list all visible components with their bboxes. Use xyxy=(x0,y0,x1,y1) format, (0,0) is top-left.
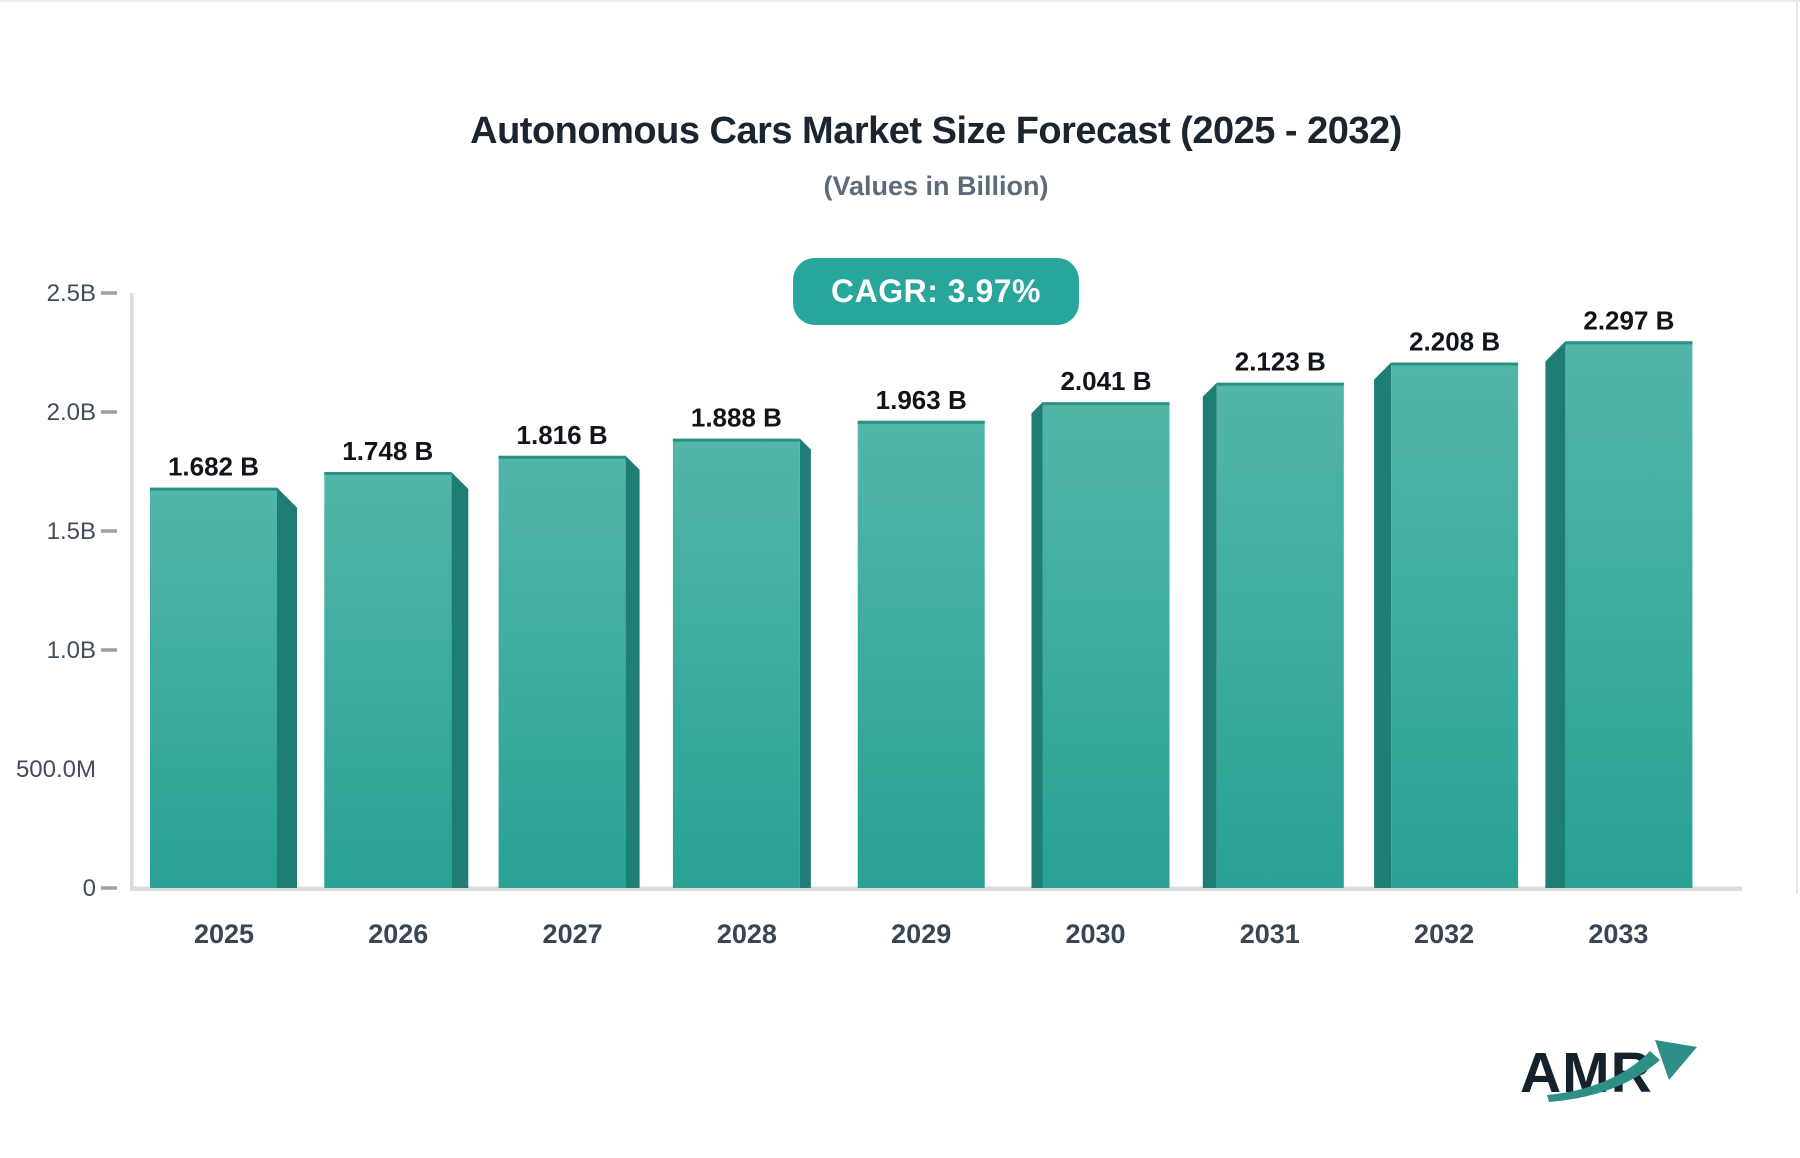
bar-value-label-2031: 2.123 B xyxy=(1235,347,1326,377)
bar-value-label-2032: 2.208 B xyxy=(1409,326,1500,356)
bar-value-label-2026: 1.748 B xyxy=(342,436,433,466)
y-tick-label: 1.5B xyxy=(47,518,96,545)
chart-header: Autonomous Cars Market Size Forecast (20… xyxy=(130,110,1742,202)
cagr-badge-row: CAGR: 3.97% xyxy=(130,258,1742,325)
y-tick-mark xyxy=(101,291,117,295)
y-tick-mark xyxy=(101,648,117,652)
bar-value-label-2033: 2.297 B xyxy=(1583,305,1674,335)
page-right-border xyxy=(1796,2,1798,894)
x-axis-line xyxy=(130,886,1742,891)
x-tick-label-2029: 2029 xyxy=(891,919,951,949)
page-subtitle: (Values in Billion) xyxy=(823,171,1049,201)
bar-side-2026 xyxy=(451,471,469,888)
y-tick-label: 2.0B xyxy=(47,399,96,426)
bar-face-2027[interactable] xyxy=(498,455,626,888)
bar-value-label-2030: 2.041 B xyxy=(1060,366,1151,396)
bar-side-2030 xyxy=(1031,402,1043,888)
x-tick-label-2030: 2030 xyxy=(1065,919,1125,949)
bar-face-2032[interactable] xyxy=(1391,362,1519,889)
bar-top-edge-2033 xyxy=(1565,341,1693,345)
bar-value-label-2027: 1.816 B xyxy=(517,420,608,450)
x-tick-label-2031: 2031 xyxy=(1240,919,1300,949)
bar-top-edge-2025 xyxy=(150,487,277,491)
bar-face-2029[interactable] xyxy=(857,420,985,888)
bar-value-label-2025: 1.682 B xyxy=(168,452,259,482)
bar-face-2033[interactable] xyxy=(1565,341,1693,889)
bar-side-2033 xyxy=(1545,341,1566,889)
bar-side-2032 xyxy=(1374,362,1392,889)
y-tick-mark xyxy=(101,410,117,414)
bar-top-edge-2031 xyxy=(1216,382,1344,386)
y-tick-mark xyxy=(101,529,117,533)
page-title: Autonomous Cars Market Size Forecast (20… xyxy=(470,110,1402,152)
x-tick-label-2028: 2028 xyxy=(717,919,777,949)
y-tick-label: 1.0B xyxy=(47,637,96,664)
amr-logo-arrow-icon xyxy=(1547,1051,1660,1102)
y-tick-label: 2.5B xyxy=(47,280,96,307)
x-tick-label-2033: 2033 xyxy=(1588,919,1648,949)
bar-top-edge-2030 xyxy=(1042,402,1170,406)
amr-logo-arrowhead-icon xyxy=(1655,1040,1697,1080)
bar-top-edge-2029 xyxy=(857,420,985,424)
bar-top-edge-2027 xyxy=(498,455,626,459)
x-tick-label-2025: 2025 xyxy=(194,919,254,949)
bar-top-edge-2032 xyxy=(1391,362,1519,366)
bar-side-2031 xyxy=(1202,382,1217,888)
y-tick-mark xyxy=(101,886,117,890)
bar-top-edge-2028 xyxy=(672,438,800,442)
y-tick-label: 500.0M xyxy=(16,756,96,783)
x-tick-label-2026: 2026 xyxy=(368,919,428,949)
bar-value-label-2028: 1.888 B xyxy=(691,403,782,433)
amr-logo: AMR xyxy=(1520,1040,1697,1105)
y-tick-label: 0 xyxy=(83,875,96,902)
bar-face-2026[interactable] xyxy=(324,471,452,888)
y-axis-line xyxy=(130,293,134,891)
x-tick-label-2027: 2027 xyxy=(543,919,603,949)
bar-face-2028[interactable] xyxy=(672,438,800,888)
x-tick-label-2032: 2032 xyxy=(1414,919,1474,949)
bar-top-edge-2026 xyxy=(324,471,452,475)
bar-value-label-2029: 1.963 B xyxy=(876,385,967,415)
bar-face-2031[interactable] xyxy=(1216,382,1344,888)
bar-face-2025[interactable] xyxy=(150,487,277,888)
bar-side-2027 xyxy=(625,455,640,888)
cagr-badge: CAGR: 3.97% xyxy=(793,258,1079,325)
bar-side-2028 xyxy=(799,438,811,888)
bar-side-2025 xyxy=(277,487,297,888)
bar-face-2030[interactable] xyxy=(1042,402,1170,888)
